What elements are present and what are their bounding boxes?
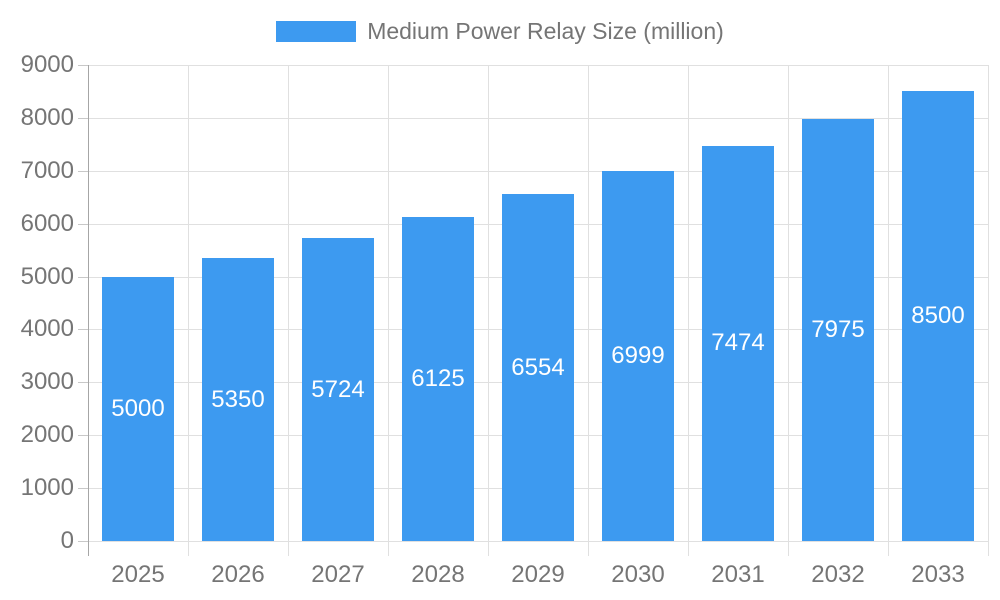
v-gridline xyxy=(988,65,989,556)
v-gridline xyxy=(188,65,189,556)
y-axis-label: 3000 xyxy=(20,368,74,396)
h-gridline xyxy=(88,541,988,542)
v-gridline xyxy=(488,65,489,556)
bar[interactable]: 5000 xyxy=(102,276,174,541)
y-axis-label: 2000 xyxy=(20,421,74,449)
bar-value-label: 5000 xyxy=(111,394,165,422)
y-axis-tick xyxy=(78,117,88,119)
v-gridline xyxy=(888,65,889,556)
y-axis-label: 0 xyxy=(60,527,74,554)
bar-value-label: 6554 xyxy=(511,353,565,381)
y-axis-line xyxy=(88,65,89,556)
h-gridline xyxy=(88,65,988,66)
bar[interactable]: 5350 xyxy=(202,258,274,541)
v-gridline xyxy=(788,65,789,556)
y-axis-label: 5000 xyxy=(20,262,74,290)
bar[interactable]: 8500 xyxy=(902,91,974,541)
bar-value-label: 6999 xyxy=(611,341,665,369)
legend-item[interactable]: Medium Power Relay Size (million) xyxy=(0,15,1000,47)
y-axis-tick xyxy=(78,170,88,172)
y-axis-tick xyxy=(78,329,88,331)
x-axis-label: 2032 xyxy=(811,561,865,588)
x-axis-label: 2029 xyxy=(511,561,565,588)
h-gridline xyxy=(88,170,988,172)
y-axis-tick xyxy=(78,65,88,66)
v-gridline xyxy=(288,65,289,556)
bar[interactable]: 6125 xyxy=(402,217,474,541)
bar[interactable]: 5724 xyxy=(302,238,374,541)
bar-value-label: 7975 xyxy=(811,316,865,344)
y-axis-tick xyxy=(78,276,88,278)
y-axis-label: 4000 xyxy=(20,315,74,343)
y-axis-label: 8000 xyxy=(20,103,74,131)
y-axis-tick xyxy=(78,223,88,225)
y-axis-tick xyxy=(78,488,88,490)
bar-value-label: 6125 xyxy=(411,365,465,393)
y-axis-label: 7000 xyxy=(20,156,74,184)
x-axis-label: 2025 xyxy=(111,561,165,588)
x-axis-label: 2033 xyxy=(911,561,965,588)
y-axis-label: 9000 xyxy=(20,51,74,78)
x-axis-label: 2026 xyxy=(211,561,265,588)
bar-value-label: 7474 xyxy=(711,329,765,357)
x-axis-label: 2030 xyxy=(611,561,665,588)
legend-label: Medium Power Relay Size (million) xyxy=(367,17,724,44)
x-axis-label: 2031 xyxy=(711,561,765,588)
bar-value-label: 5724 xyxy=(311,375,365,403)
y-axis-label: 1000 xyxy=(20,474,74,502)
legend-swatch-icon xyxy=(276,20,357,42)
bar[interactable]: 7975 xyxy=(802,119,874,541)
v-gridline xyxy=(688,65,689,556)
y-axis-tick xyxy=(78,541,88,542)
bar[interactable]: 6554 xyxy=(502,194,574,541)
v-gridline xyxy=(588,65,589,556)
y-axis-label: 6000 xyxy=(20,209,74,237)
x-axis-label: 2028 xyxy=(411,561,465,588)
x-axis-label: 2027 xyxy=(311,561,365,588)
v-gridline xyxy=(388,65,389,556)
bar[interactable]: 7474 xyxy=(702,145,774,541)
h-gridline xyxy=(88,117,988,119)
y-axis-tick xyxy=(78,435,88,437)
bar-value-label: 5350 xyxy=(211,385,265,413)
y-axis-tick xyxy=(78,382,88,384)
bar-value-label: 8500 xyxy=(911,302,965,330)
bar[interactable]: 6999 xyxy=(602,170,674,541)
